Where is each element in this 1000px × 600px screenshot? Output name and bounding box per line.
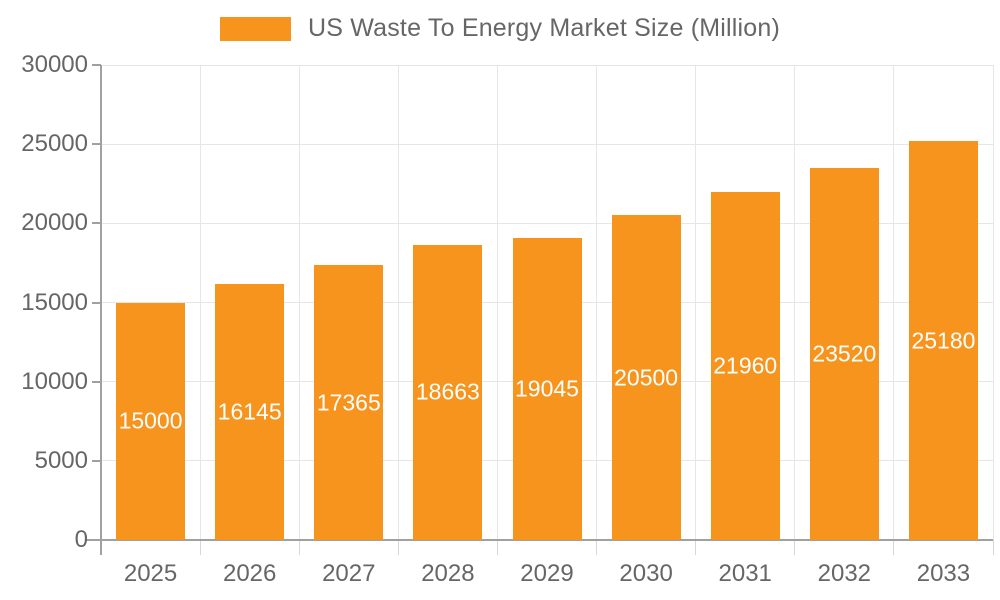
x-axis-tick — [893, 540, 895, 555]
y-axis-tick — [92, 143, 101, 146]
x-axis-tick — [794, 540, 796, 555]
x-axis-tick — [496, 540, 498, 555]
bar[interactable] — [512, 238, 582, 540]
y-axis-tick-label: 5000 — [34, 446, 88, 474]
gridline-horizontal — [101, 143, 993, 145]
y-axis-tick-label: 25000 — [21, 130, 88, 158]
x-axis-tick — [298, 540, 300, 555]
x-axis-tick — [199, 540, 201, 555]
x-axis-tick-label: 2028 — [421, 560, 475, 587]
y-axis-tick — [92, 380, 101, 383]
y-axis-tick-label: 10000 — [21, 367, 88, 395]
x-axis-tick-label: 2030 — [619, 560, 673, 587]
legend-label: US Waste To Energy Market Size (Million) — [307, 14, 781, 42]
gridline-vertical — [695, 65, 697, 540]
x-axis-tick-label: 2026 — [222, 560, 277, 587]
bar[interactable] — [413, 244, 483, 540]
bar[interactable] — [215, 284, 285, 540]
y-axis-tick — [92, 301, 101, 304]
y-axis-line — [100, 65, 102, 555]
legend-swatch — [219, 16, 291, 41]
x-axis-tick-label: 2031 — [718, 560, 772, 587]
bar[interactable] — [809, 167, 879, 540]
gridline-vertical — [992, 65, 994, 540]
x-axis-tick-label: 2033 — [916, 560, 971, 587]
legend-item[interactable]: US Waste To Energy Market Size (Million) — [219, 14, 781, 43]
gridline-vertical — [397, 65, 399, 540]
x-axis-tick — [695, 540, 697, 555]
gridline-vertical — [893, 65, 895, 540]
y-axis-tick — [92, 222, 101, 225]
legend: US Waste To Energy Market Size (Million) — [0, 14, 1000, 43]
x-axis-line — [86, 539, 993, 541]
x-axis-tick-label: 2027 — [322, 560, 376, 587]
y-axis-tick-label: 30000 — [21, 51, 88, 78]
x-axis-tick — [397, 540, 399, 555]
x-axis-tick — [992, 540, 994, 555]
x-axis-tick-label: 2025 — [123, 560, 178, 587]
y-axis-tick-label: 15000 — [21, 288, 88, 316]
gridline-horizontal — [101, 222, 993, 224]
gridline-vertical — [794, 65, 796, 540]
gridline-vertical — [496, 65, 498, 540]
bar[interactable] — [314, 265, 384, 540]
gridline-vertical — [199, 65, 201, 540]
y-axis-tick-label: 0 — [74, 526, 88, 553]
gridline-vertical — [298, 65, 300, 540]
bar[interactable] — [611, 215, 681, 540]
gridline-horizontal — [101, 64, 993, 66]
bar[interactable] — [908, 141, 978, 540]
bar[interactable] — [710, 192, 780, 540]
gridline-vertical — [596, 65, 598, 540]
y-axis-tick — [92, 459, 101, 462]
x-axis-tick-label: 2029 — [520, 560, 574, 587]
x-axis-tick — [596, 540, 598, 555]
x-axis-tick-label: 2032 — [817, 560, 872, 587]
y-axis-tick-label: 20000 — [21, 209, 88, 237]
bar[interactable] — [116, 302, 186, 540]
y-axis-tick — [92, 64, 101, 66]
